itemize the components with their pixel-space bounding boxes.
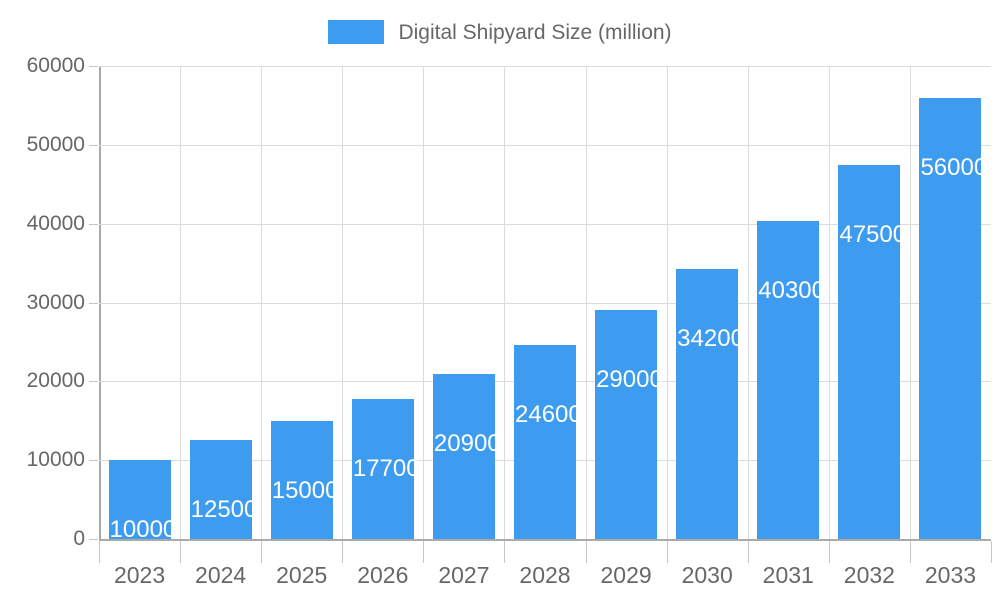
x-axis-tick-mark [828,541,830,563]
bar[interactable] [757,221,820,539]
bar[interactable] [432,374,495,539]
x-axis-tick-mark [504,541,506,563]
gridline-horizontal [99,302,991,304]
y-axis-tick-label: 60000 [26,54,85,77]
gridline-vertical [423,66,425,539]
x-axis-tick-mark [666,541,668,563]
bar[interactable] [351,399,414,539]
x-axis-tick-label: 2032 [843,562,895,588]
x-axis-tick-label: 2026 [357,562,409,588]
x-axis-tick-label: 2029 [600,562,652,588]
y-axis-tick-label: 0 [73,527,85,550]
y-axis-tick-mark [89,66,98,67]
legend-item-label: Digital Shipyard Size (million) [398,20,672,44]
gridline-horizontal [99,66,991,67]
y-axis-tick-mark [89,539,98,540]
chart-legend: Digital Shipyard Size (million) [0,14,1000,50]
y-axis-tick-label: 50000 [26,132,85,156]
x-axis-tick-label: 2031 [762,562,814,588]
gridline-vertical [666,66,668,539]
x-axis-tick-mark [991,541,992,563]
gridline-horizontal [99,223,991,225]
y-axis-tick-label: 10000 [26,448,85,472]
bar[interactable] [919,97,982,539]
y-axis-tick-label: 30000 [26,290,85,314]
gridline-vertical [342,66,344,539]
x-axis-tick-mark [261,541,263,563]
y-axis-tick-mark [89,302,98,304]
y-axis-tick-mark [89,223,98,225]
x-axis-tick-mark [585,541,587,563]
x-axis-tick-mark [99,541,100,563]
gridline-vertical [747,66,749,539]
gridline-vertical [828,66,830,539]
x-axis-tick-label: 2025 [276,562,328,588]
x-axis-tick-mark [180,541,182,563]
gridline-vertical [180,66,182,539]
x-axis-tick-label: 2024 [195,562,247,588]
gridline-vertical [261,66,263,539]
gridline-horizontal [99,144,991,146]
y-axis-tick-mark [89,460,98,462]
bar[interactable] [108,460,171,539]
plot-area: 10000 12500 15000 17700 20900 24600 29000 34200… [99,66,991,542]
gridline-vertical [909,66,911,539]
x-axis-tick-mark [909,541,911,563]
bar[interactable] [189,440,252,539]
bar[interactable] [514,345,576,539]
x-axis-tick-label: 2030 [681,562,733,588]
bar[interactable] [838,164,901,539]
bar[interactable] [676,269,739,539]
bar[interactable] [595,310,658,539]
gridline-vertical [504,66,506,539]
x-axis-tick-label: 2028 [519,562,571,588]
x-axis-tick-mark [423,541,425,563]
x-axis-tick-label: 2027 [438,562,490,588]
y-axis-tick-label: 20000 [26,369,85,393]
y-axis-tick-label: 40000 [26,211,85,235]
x-axis-tick-label: 2023 [113,562,166,588]
y-axis-tick-mark [89,381,98,383]
bar[interactable] [270,420,333,539]
x-axis-tick-mark [747,541,749,563]
x-axis-tick-mark [342,541,344,563]
gridline-vertical [585,66,587,539]
legend-swatch-icon [328,20,385,44]
x-axis-tick-label: 2033 [924,562,977,588]
x-axis-baseline [99,539,991,541]
y-axis-tick-mark [89,144,98,146]
